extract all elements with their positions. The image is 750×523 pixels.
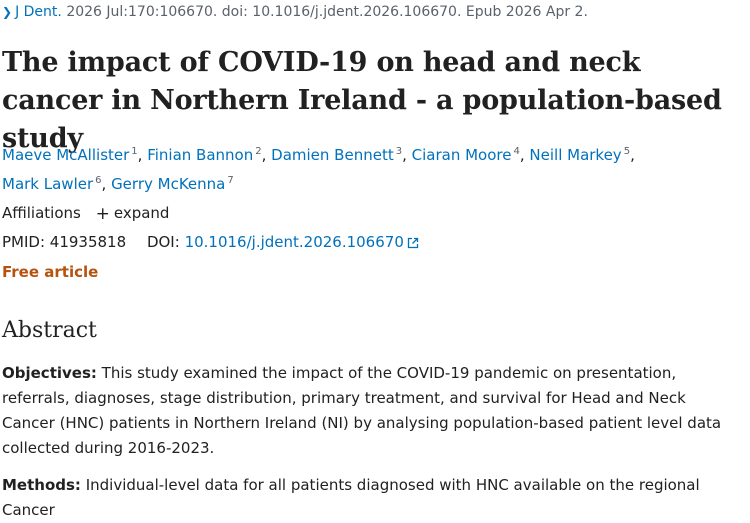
methods-text: Individual-level data for all patients d… bbox=[2, 476, 700, 519]
journal-name: J Dent. bbox=[15, 4, 62, 20]
author-link[interactable]: Gerry McKenna bbox=[111, 175, 226, 193]
doi-label: DOI: bbox=[146, 233, 180, 251]
free-article-badge: Free article bbox=[2, 263, 99, 281]
affiliation-ref[interactable]: 6 bbox=[95, 175, 102, 186]
pmid-label: PMID: bbox=[2, 233, 46, 251]
affiliation-ref[interactable]: 3 bbox=[395, 146, 403, 157]
author-item: Gerry McKenna 7 bbox=[111, 175, 234, 193]
author-item: Neill Markey 5, bbox=[529, 146, 635, 164]
author-link[interactable]: Finian Bannon bbox=[147, 146, 254, 164]
affiliations-label: Affiliations bbox=[2, 204, 81, 222]
article-page: ❯ J Dent. 2026 Jul:170:106670. doi: 10.10… bbox=[2, 4, 732, 519]
author-item: Finian Bannon 2, bbox=[147, 146, 272, 164]
pmid-value: 41935818 bbox=[49, 233, 127, 251]
plus-icon: + bbox=[95, 204, 110, 224]
affiliation-ref[interactable]: 7 bbox=[227, 175, 234, 186]
author-link[interactable]: Mark Lawler bbox=[2, 175, 94, 193]
author-link[interactable]: Ciaran Moore bbox=[411, 146, 512, 164]
author-list: Maeve McAllister 1, Finian Bannon 2, Damie… bbox=[2, 139, 732, 197]
external-link-icon bbox=[407, 237, 419, 249]
doi-value: 10.1016/j.jdent.2026.106670 bbox=[184, 233, 404, 251]
expand-label: expand bbox=[113, 204, 170, 222]
objectives-paragraph: Objectives: This study examined the impa… bbox=[2, 361, 732, 461]
objectives-text: This study examined the impact of the CO… bbox=[2, 364, 722, 457]
affiliations-row: Affiliations + expand bbox=[2, 204, 169, 224]
author-item: Mark Lawler 6, bbox=[2, 175, 112, 193]
journal-link[interactable]: ❯ J Dent. bbox=[2, 4, 62, 20]
citation-details: 2026 Jul:170:106670. doi: 10.1016/j.jden… bbox=[66, 4, 588, 20]
author-link[interactable]: Damien Bennett bbox=[271, 146, 394, 164]
chevron-right-icon: ❯ bbox=[2, 5, 13, 19]
abstract-heading: Abstract bbox=[2, 318, 97, 343]
affiliation-ref[interactable]: 4 bbox=[513, 146, 520, 157]
expand-affiliations-button[interactable]: + expand bbox=[95, 204, 170, 224]
author-item: Ciaran Moore 4, bbox=[411, 146, 530, 164]
affiliation-ref[interactable]: 2 bbox=[255, 146, 262, 157]
affiliation-ref[interactable]: 1 bbox=[131, 146, 138, 157]
article-title: The impact of COVID-19 on head and neck … bbox=[2, 47, 722, 154]
identifiers-row: PMID: 41935818 DOI: 10.1016/j.jdent.2026… bbox=[2, 233, 419, 251]
affiliation-ref[interactable]: 5 bbox=[623, 146, 631, 157]
doi-link[interactable]: 10.1016/j.jdent.2026.106670 bbox=[185, 233, 419, 251]
author-link[interactable]: Maeve McAllister bbox=[2, 146, 130, 164]
author-item: Damien Bennett 3, bbox=[271, 146, 412, 164]
author-link[interactable]: Neill Markey bbox=[529, 146, 622, 164]
citation-line: ❯ J Dent. 2026 Jul:170:106670. doi: 10.10… bbox=[2, 4, 588, 20]
methods-paragraph: Methods: Individual-level data for all p… bbox=[2, 473, 732, 523]
objectives-label: Objectives: bbox=[2, 364, 97, 382]
author-item: Maeve McAllister 1, bbox=[2, 146, 148, 164]
methods-label: Methods: bbox=[2, 476, 81, 494]
